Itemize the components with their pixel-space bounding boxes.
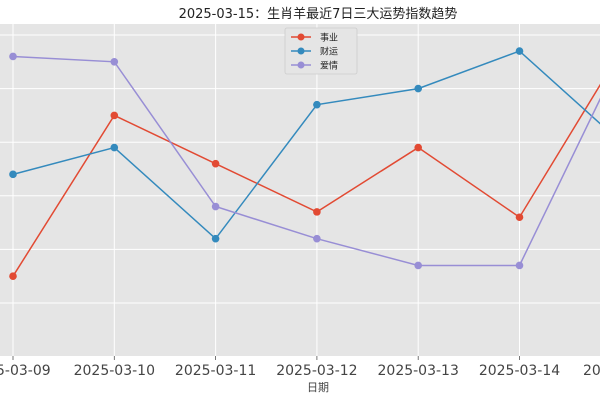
- x-tick-label: 202: [583, 363, 600, 379]
- x-tick-label: 2025-03-14: [479, 363, 560, 379]
- legend-marker: [297, 33, 305, 41]
- data-point: [211, 234, 220, 243]
- data-point: [515, 213, 524, 222]
- data-point: [313, 100, 321, 109]
- data-point: [9, 272, 17, 281]
- legend-marker: [297, 47, 305, 55]
- data-point: [414, 143, 423, 152]
- data-point: [414, 84, 423, 93]
- plot-area: [0, 24, 600, 356]
- legend-marker: [297, 61, 305, 69]
- x-tick-label: 5-03-09: [0, 363, 51, 379]
- legend-label: 财运: [320, 46, 338, 58]
- x-axis-ticks: 5-03-09 2025-03-10 2025-03-11 2025-03-12 202…: [0, 356, 600, 379]
- x-tick-label: 2025-03-11: [175, 363, 256, 379]
- data-point: [110, 58, 119, 66]
- legend-label: 事业: [320, 32, 338, 44]
- gridlines: [0, 24, 600, 356]
- data-point: [9, 52, 17, 61]
- data-point: [313, 208, 321, 216]
- data-point: [110, 111, 119, 120]
- x-tick-label: 2025-03-13: [378, 363, 459, 379]
- data-point: [110, 143, 119, 152]
- data-point: [515, 47, 524, 55]
- x-tick-label: 2025-03-12: [276, 363, 357, 379]
- chart-title: 2025-03-15：生肖羊最近7日三大运势指数趋势: [179, 6, 458, 22]
- data-point: [9, 170, 17, 179]
- data-point: [211, 202, 220, 211]
- series-lines: [9, 47, 600, 281]
- x-tick-label: 2025-03-10: [74, 363, 155, 379]
- x-axis-label: 日期: [307, 381, 329, 394]
- data-point: [414, 261, 423, 270]
- data-point: [515, 261, 524, 270]
- legend-label: 爱情: [320, 60, 338, 72]
- data-point: [211, 159, 220, 168]
- data-point: [313, 234, 321, 243]
